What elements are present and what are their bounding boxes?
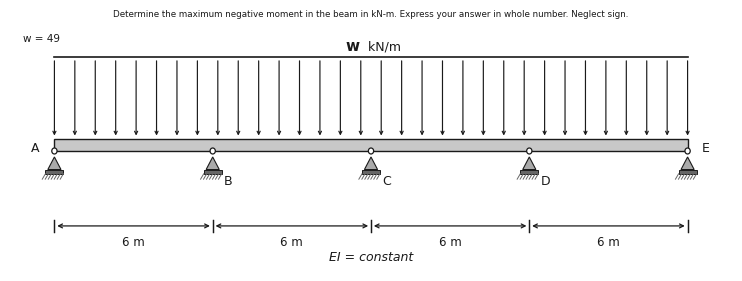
Bar xyxy=(45,169,63,174)
Text: E: E xyxy=(702,142,710,155)
Text: 6 m: 6 m xyxy=(439,235,462,248)
Circle shape xyxy=(527,148,532,154)
Text: C: C xyxy=(382,175,391,188)
Circle shape xyxy=(210,148,215,154)
Circle shape xyxy=(685,148,690,154)
Circle shape xyxy=(368,148,374,154)
Text: kN/m: kN/m xyxy=(364,40,401,53)
Polygon shape xyxy=(206,157,220,169)
Text: B: B xyxy=(224,175,232,188)
Polygon shape xyxy=(47,157,61,169)
Bar xyxy=(520,169,538,174)
Text: EI = constant: EI = constant xyxy=(329,251,413,264)
Text: 6 m: 6 m xyxy=(597,235,620,248)
Text: w = 49: w = 49 xyxy=(23,34,60,44)
Bar xyxy=(362,169,380,174)
Bar xyxy=(679,169,697,174)
Circle shape xyxy=(52,148,57,154)
Polygon shape xyxy=(681,157,695,169)
Text: $\mathbf{w}$: $\mathbf{w}$ xyxy=(345,40,361,55)
Bar xyxy=(204,169,222,174)
Text: 6 m: 6 m xyxy=(122,235,145,248)
Text: A: A xyxy=(31,142,40,155)
Text: Determine the maximum negative moment in the beam in kN-m. Express your answer i: Determine the maximum negative moment in… xyxy=(114,10,628,19)
Bar xyxy=(54,139,688,151)
Polygon shape xyxy=(522,157,536,169)
Text: D: D xyxy=(540,175,550,188)
Text: 6 m: 6 m xyxy=(280,235,303,248)
Polygon shape xyxy=(364,157,378,169)
